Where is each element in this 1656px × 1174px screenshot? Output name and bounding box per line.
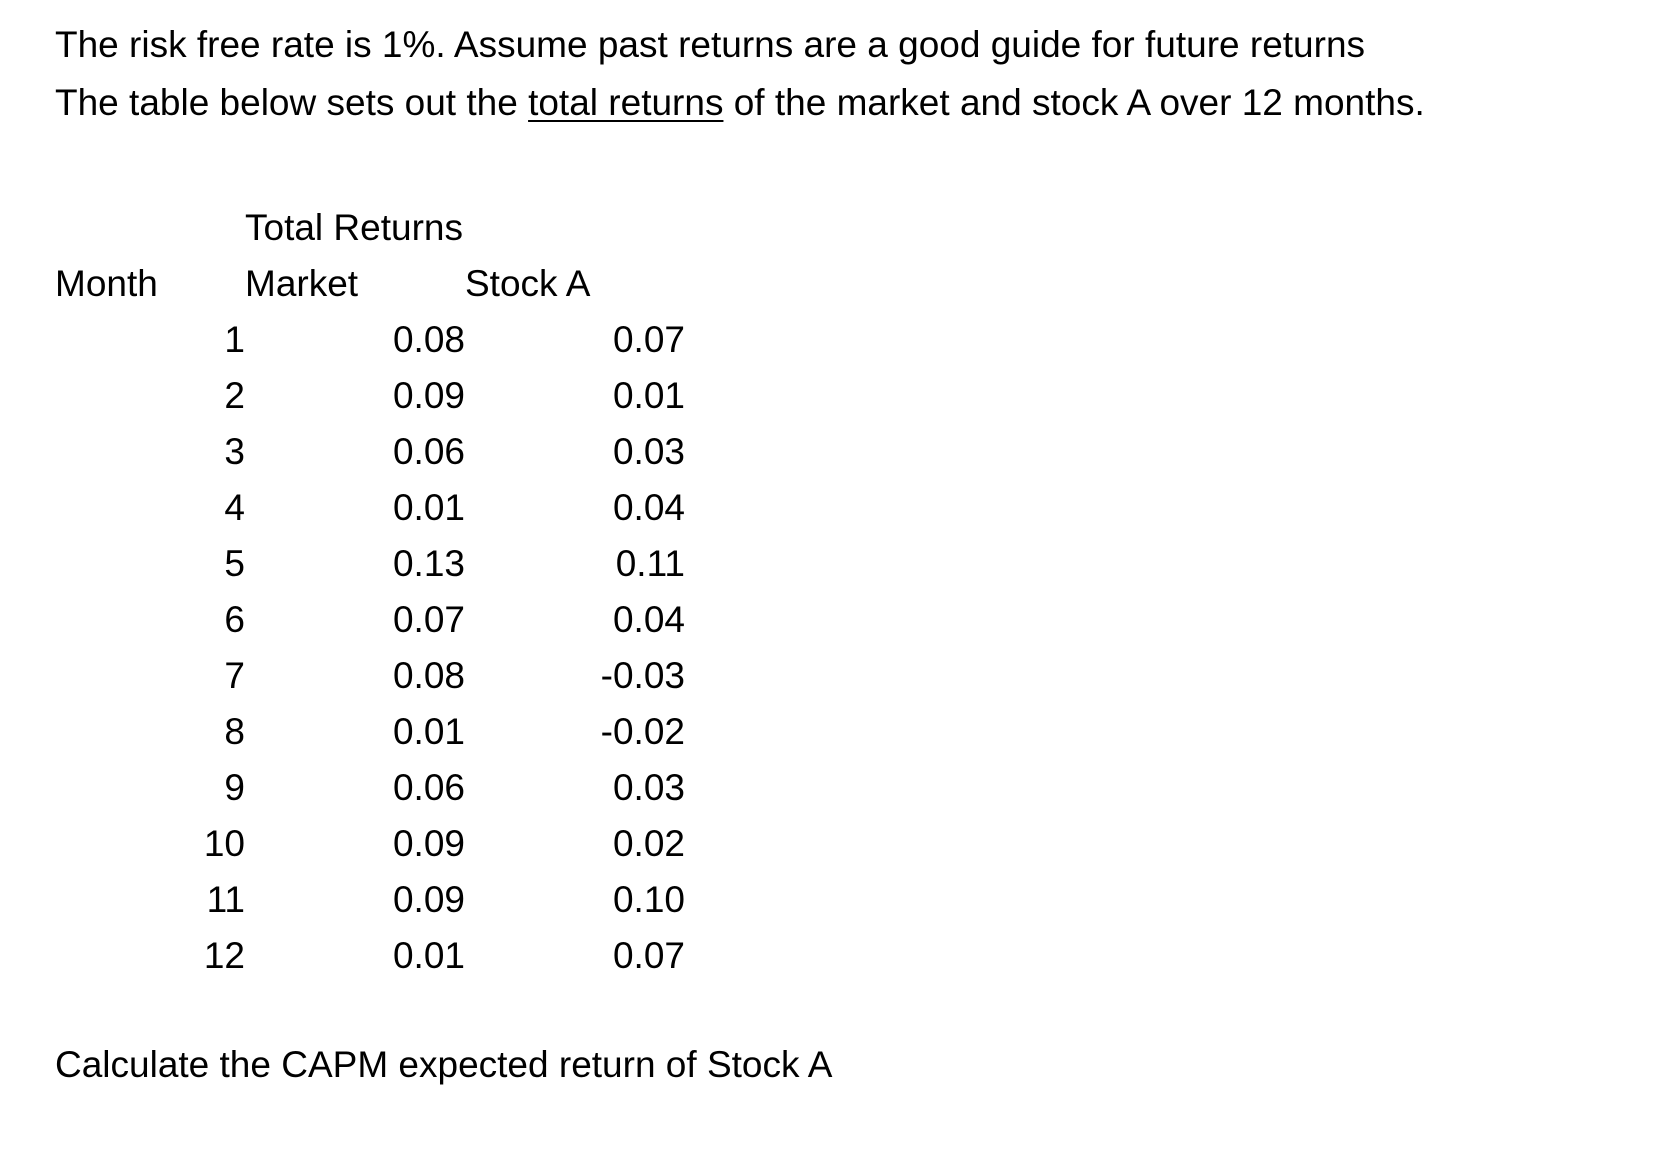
cell-stock-a: 0.01 [612,375,685,416]
cell-stock-a: 0.04 [612,599,685,640]
intro-line-2-underlined: total returns [528,82,724,123]
intro-line-2-prefix: The table below sets out the [55,82,529,123]
column-header-market: Market [245,263,359,304]
cell-market: 0.08 [392,319,465,360]
table-row: 10 0.09 0.02 [55,816,685,872]
cell-market: 0.01 [392,487,465,528]
cell-month: 7 [224,655,245,696]
cell-month: 2 [224,375,245,416]
cell-stock-a: 0.03 [612,431,685,472]
group-header-label: Total Returns [245,207,463,248]
cell-market: 0.07 [392,599,465,640]
cell-month: 4 [224,487,245,528]
table-row: 6 0.07 0.04 [55,592,685,648]
cell-market: 0.13 [392,543,465,584]
cell-month: 1 [224,319,245,360]
cell-month: 5 [224,543,245,584]
cell-market: 0.09 [392,879,465,920]
column-header-month: Month [55,263,158,304]
group-header-spacer [55,200,245,256]
cell-month: 6 [224,599,245,640]
table-row: 11 0.09 0.10 [55,872,685,928]
table-row: 5 0.13 0.11 [55,536,685,592]
returns-table-body: 1 0.08 0.07 2 0.09 0.01 3 0.06 0.03 4 0.01 0.04 5 0.1… [55,312,685,984]
cell-market: 0.09 [392,823,465,864]
cell-market: 0.01 [392,935,465,976]
cell-stock-a: 0.04 [612,487,685,528]
cell-stock-a: 0.07 [612,935,685,976]
cell-month: 12 [203,935,245,976]
question-text: Calculate the CAPM expected return of St… [55,1044,833,1085]
cell-stock-a: 0.10 [612,879,685,920]
cell-month: 8 [224,711,245,752]
intro-line-2-suffix: of the market and stock A over 12 months… [723,82,1425,123]
table-row: 3 0.06 0.03 [55,424,685,480]
cell-stock-a: 0.03 [612,767,685,808]
cell-stock-a: -0.03 [600,655,685,696]
table-row: 9 0.06 0.03 [55,760,685,816]
column-header-stock-a: Stock A [465,263,591,304]
cell-market: 0.06 [392,767,465,808]
returns-table: Total Returns Month Market Stock A 1 0.08… [55,200,685,984]
table-row: 8 0.01 -0.02 [55,704,685,760]
column-header-row: Month Market Stock A [55,256,685,312]
cell-month: 3 [224,431,245,472]
cell-month: 11 [206,879,245,920]
table-row: 4 0.01 0.04 [55,480,685,536]
cell-stock-a: 0.11 [615,543,685,584]
intro-line-1: The risk free rate is 1%. Assume past re… [55,16,1656,74]
intro-line-1-text: The risk free rate is 1%. Assume past re… [55,24,1366,65]
table-row: 2 0.09 0.01 [55,368,685,424]
group-header-row: Total Returns [55,200,685,256]
table-row: 1 0.08 0.07 [55,312,685,368]
cell-market: 0.09 [392,375,465,416]
cell-stock-a: -0.02 [600,711,685,752]
cell-market: 0.06 [392,431,465,472]
table-row: 7 0.08 -0.03 [55,648,685,704]
cell-month: 9 [224,767,245,808]
table-row: 12 0.01 0.07 [55,928,685,984]
cell-market: 0.08 [392,655,465,696]
cell-month: 10 [203,823,245,864]
intro-text: The risk free rate is 1%. Assume past re… [55,16,1656,132]
cell-market: 0.01 [392,711,465,752]
cell-stock-a: 0.07 [612,319,685,360]
intro-line-2: The table below sets out the total retur… [55,74,1656,132]
returns-table-head: Total Returns Month Market Stock A [55,200,685,312]
cell-stock-a: 0.02 [612,823,685,864]
